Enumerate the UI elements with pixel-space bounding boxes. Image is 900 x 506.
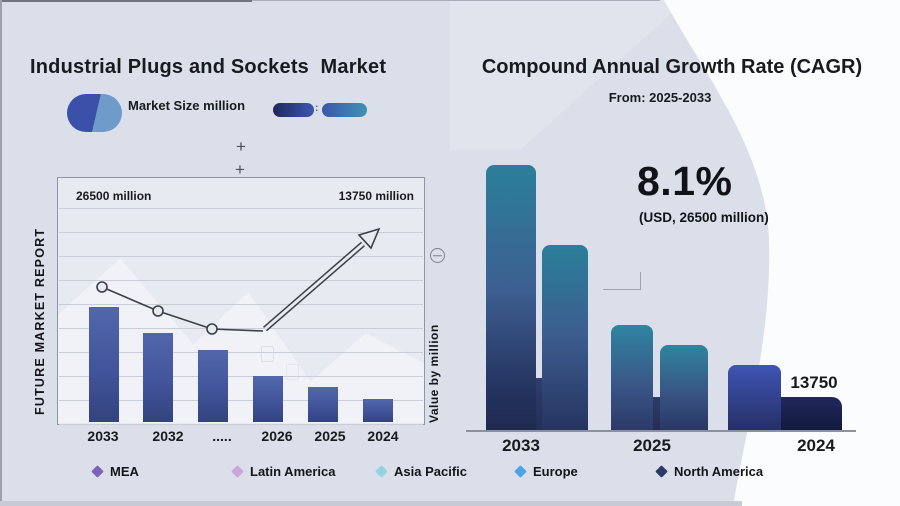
top-edge-dark-line [0, 0, 252, 2]
diamond-icon [655, 465, 668, 478]
cagr-percentage: 8.1% [637, 158, 733, 204]
ghost-document-icon [286, 364, 299, 380]
diamond-icon [514, 465, 527, 478]
x-tick: 2032 [152, 428, 184, 444]
legend-item-asia-pacific: Asia Pacific [375, 464, 467, 479]
bar-2025-right [660, 345, 708, 430]
plus-icon: + [235, 160, 245, 179]
value-by-million-axis-label: Value by million [427, 324, 441, 423]
legend-item-latin-america: Latin America [231, 464, 336, 479]
brand-logo [67, 94, 122, 132]
legend-item-europe: Europe [514, 464, 578, 479]
legend-label: Latin America [250, 464, 336, 479]
future-market-report-watermark: FUTURE MARKET REPORT [33, 227, 47, 415]
cagr-usd-note: (USD, 26500 million) [639, 210, 769, 225]
background-wedge [450, 0, 686, 150]
diamond-icon [231, 465, 244, 478]
top-edge-line [0, 0, 660, 1]
cagr-period: From: 2025-2033 [608, 90, 712, 105]
x-tick: 2033 [502, 436, 540, 455]
plus-icon: + [236, 137, 246, 156]
gradient-pill-dark [273, 103, 314, 117]
bar-2025-left [611, 325, 653, 430]
x-tick: 2025 [314, 428, 346, 444]
cagr-title: Compound Annual Growth Rate (CAGR) [481, 56, 863, 78]
x-tick: ..... [212, 428, 232, 444]
bar-2033-left [486, 165, 536, 430]
end-value-label: 13750 million [338, 189, 414, 203]
diamond-icon [375, 465, 388, 478]
pill-separator: : [315, 103, 319, 114]
legend-label: MEA [110, 464, 139, 479]
bottom-edge-strip [0, 501, 742, 506]
legend-label: Asia Pacific [394, 464, 467, 479]
legend-label: Europe [533, 464, 578, 479]
legend-label: North America [674, 464, 764, 479]
x-tick: 2026 [261, 428, 293, 444]
value-annotation-13750: 13750 [790, 373, 838, 392]
x-tick: 2033 [87, 428, 119, 444]
background-blob [664, 0, 900, 506]
x-tick: 2024 [797, 436, 835, 455]
legend-item-mea: MEA [91, 464, 139, 479]
bar-2024-left [728, 365, 781, 430]
market-size-chart: 26500 million 13750 million [57, 177, 425, 425]
ghost-document-icon [261, 346, 274, 362]
bar-2033 [89, 307, 119, 422]
bar-2024-right [779, 397, 842, 430]
bar-2032 [143, 333, 173, 422]
x-axis-line [466, 430, 856, 432]
page-title: Industrial Plugs and Sockets Market [30, 56, 387, 78]
market-size-label: Market Size million [128, 98, 246, 113]
diamond-icon [91, 465, 104, 478]
left-edge-line [0, 0, 2, 506]
bar-2033-right [542, 245, 588, 430]
bar-2024 [363, 399, 393, 422]
bar-dots [198, 350, 228, 422]
bar-2026 [253, 376, 283, 422]
gradient-pill-teal [322, 103, 367, 117]
bar-2025 [308, 387, 338, 422]
max-value-label: 26500 million [76, 189, 152, 203]
x-tick: 2024 [367, 428, 399, 444]
corner-bracket-line [603, 272, 641, 290]
trend-line-and-arrow [96, 227, 381, 335]
x-tick: 2025 [633, 436, 671, 455]
circle-minus-icon [430, 248, 445, 263]
legend-item-north-america: North America [655, 464, 764, 479]
